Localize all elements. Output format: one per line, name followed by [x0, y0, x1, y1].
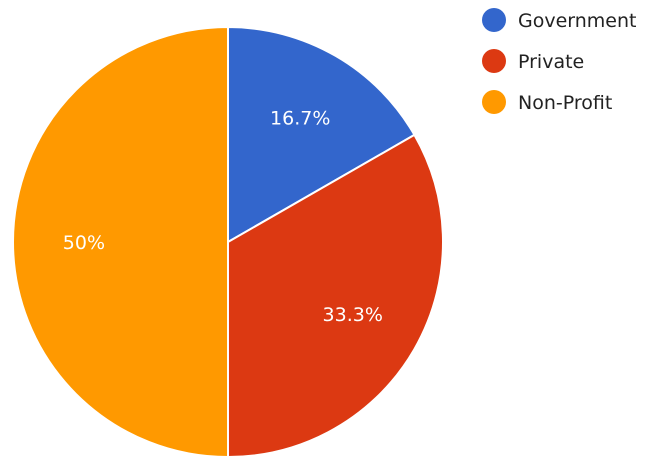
- pie-slices: [12, 25, 444, 457]
- pie-slice-government[interactable]: [227, 25, 416, 244]
- legend-label-non-profit: Non-Profit: [518, 92, 612, 114]
- pie-slice-non-profit[interactable]: [12, 25, 229, 457]
- legend-swatch-private: [482, 49, 506, 73]
- slice-label-private: 33.3%: [323, 304, 383, 326]
- legend: Government Private Non-Profit: [482, 8, 637, 114]
- pie-slice-private[interactable]: [227, 133, 444, 457]
- slice-label-non-profit: 50%: [63, 232, 105, 254]
- legend-label-private: Private: [518, 51, 584, 73]
- legend-swatch-non-profit: [482, 90, 506, 114]
- legend-label-government: Government: [518, 10, 637, 32]
- legend-item-private[interactable]: Private: [482, 49, 584, 73]
- legend-item-government[interactable]: Government: [482, 8, 637, 32]
- slice-label-government: 16.7%: [270, 107, 330, 129]
- pie-slice-labels: 16.7% 33.3% 50%: [63, 107, 383, 326]
- legend-item-non-profit[interactable]: Non-Profit: [482, 90, 612, 114]
- legend-swatch-government: [482, 8, 506, 32]
